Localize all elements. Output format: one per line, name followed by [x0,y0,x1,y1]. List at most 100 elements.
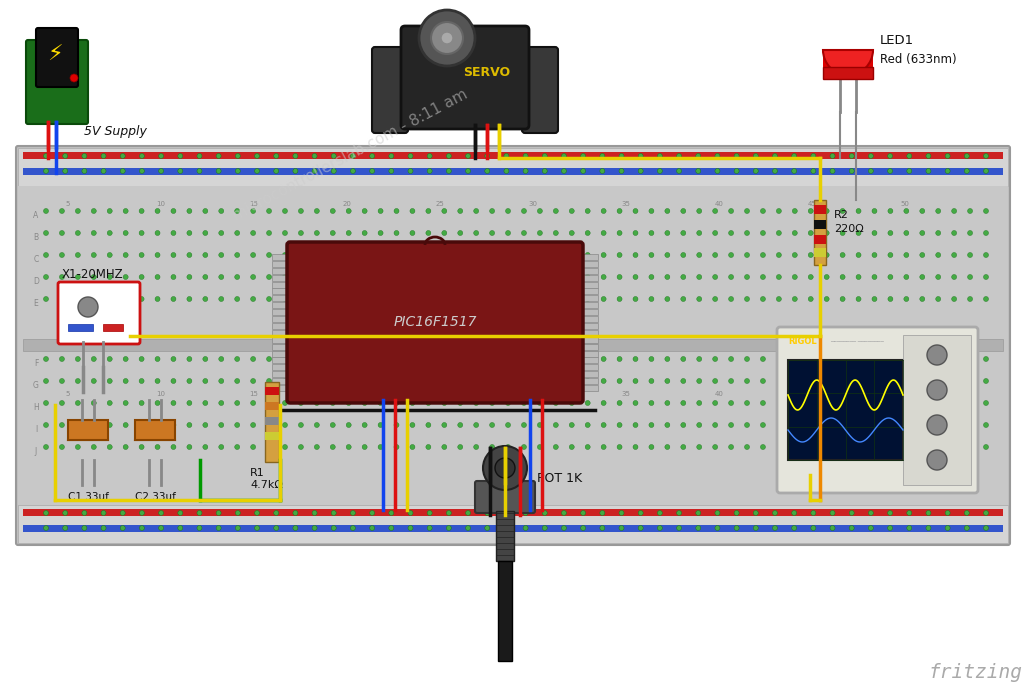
Circle shape [426,356,431,361]
Circle shape [234,209,240,214]
Circle shape [665,297,670,302]
Circle shape [681,379,686,384]
Circle shape [59,423,65,428]
Circle shape [123,400,128,405]
Circle shape [331,526,336,531]
Circle shape [561,526,566,531]
Text: R1: R1 [250,468,265,478]
Circle shape [123,253,128,258]
Circle shape [155,356,160,361]
Circle shape [633,356,638,361]
Circle shape [657,153,663,158]
Circle shape [856,209,861,214]
Circle shape [824,444,829,449]
Circle shape [203,274,208,279]
Text: RIGOL: RIGOL [788,337,816,346]
Circle shape [197,169,202,174]
Text: 5V Supply: 5V Supply [84,125,146,139]
Circle shape [426,209,431,214]
Circle shape [638,510,643,515]
Circle shape [811,510,816,515]
Circle shape [569,356,574,361]
Circle shape [695,510,700,515]
Circle shape [410,400,415,405]
Text: X1-20MHZ: X1-20MHZ [62,267,124,281]
Circle shape [139,230,144,235]
Circle shape [793,379,798,384]
Circle shape [346,379,351,384]
Circle shape [754,153,759,158]
Circle shape [553,253,558,258]
Circle shape [633,209,638,214]
Circle shape [907,153,911,158]
Circle shape [581,526,586,531]
Circle shape [657,169,663,174]
Circle shape [713,379,718,384]
Circle shape [43,444,48,449]
Circle shape [266,297,271,302]
Circle shape [139,526,144,531]
Circle shape [101,510,106,515]
Circle shape [236,169,241,174]
Circle shape [754,510,759,515]
Circle shape [350,153,355,158]
Circle shape [754,526,759,531]
Circle shape [793,230,798,235]
Circle shape [983,444,988,449]
Circle shape [187,253,191,258]
Circle shape [968,274,973,279]
Circle shape [569,400,574,405]
Circle shape [266,274,271,279]
Circle shape [410,356,415,361]
Bar [23,509,1002,516]
Circle shape [159,526,164,531]
Circle shape [362,423,368,428]
Circle shape [43,423,48,428]
Bar [272,316,292,322]
Bar [265,417,279,425]
Circle shape [255,153,259,158]
Circle shape [681,297,686,302]
Circle shape [872,209,877,214]
Circle shape [426,230,431,235]
Circle shape [314,253,319,258]
Bar [788,360,903,460]
Circle shape [171,253,176,258]
Circle shape [633,297,638,302]
Bar [272,378,292,384]
Circle shape [426,274,431,279]
Circle shape [649,356,654,361]
Circle shape [219,297,224,302]
Circle shape [159,153,164,158]
Bar [578,316,598,322]
Circle shape [59,356,65,361]
Circle shape [927,345,947,365]
Circle shape [234,444,240,449]
Circle shape [936,379,941,384]
Bar [814,205,826,214]
Circle shape [123,356,128,361]
Circle shape [234,400,240,405]
Circle shape [968,209,973,214]
Circle shape [91,379,96,384]
Circle shape [633,400,638,405]
Bar [272,288,292,295]
Circle shape [273,510,279,515]
Circle shape [808,379,813,384]
Circle shape [314,444,319,449]
Circle shape [426,444,431,449]
Circle shape [378,274,383,279]
Circle shape [331,444,335,449]
Circle shape [171,379,176,384]
Circle shape [729,423,733,428]
Circle shape [945,153,950,158]
Circle shape [965,510,970,515]
Circle shape [197,526,202,531]
Circle shape [713,274,718,279]
Circle shape [62,526,68,531]
Circle shape [283,230,288,235]
Circle shape [187,230,191,235]
Circle shape [715,153,720,158]
Text: H: H [33,402,39,412]
Circle shape [772,153,777,158]
